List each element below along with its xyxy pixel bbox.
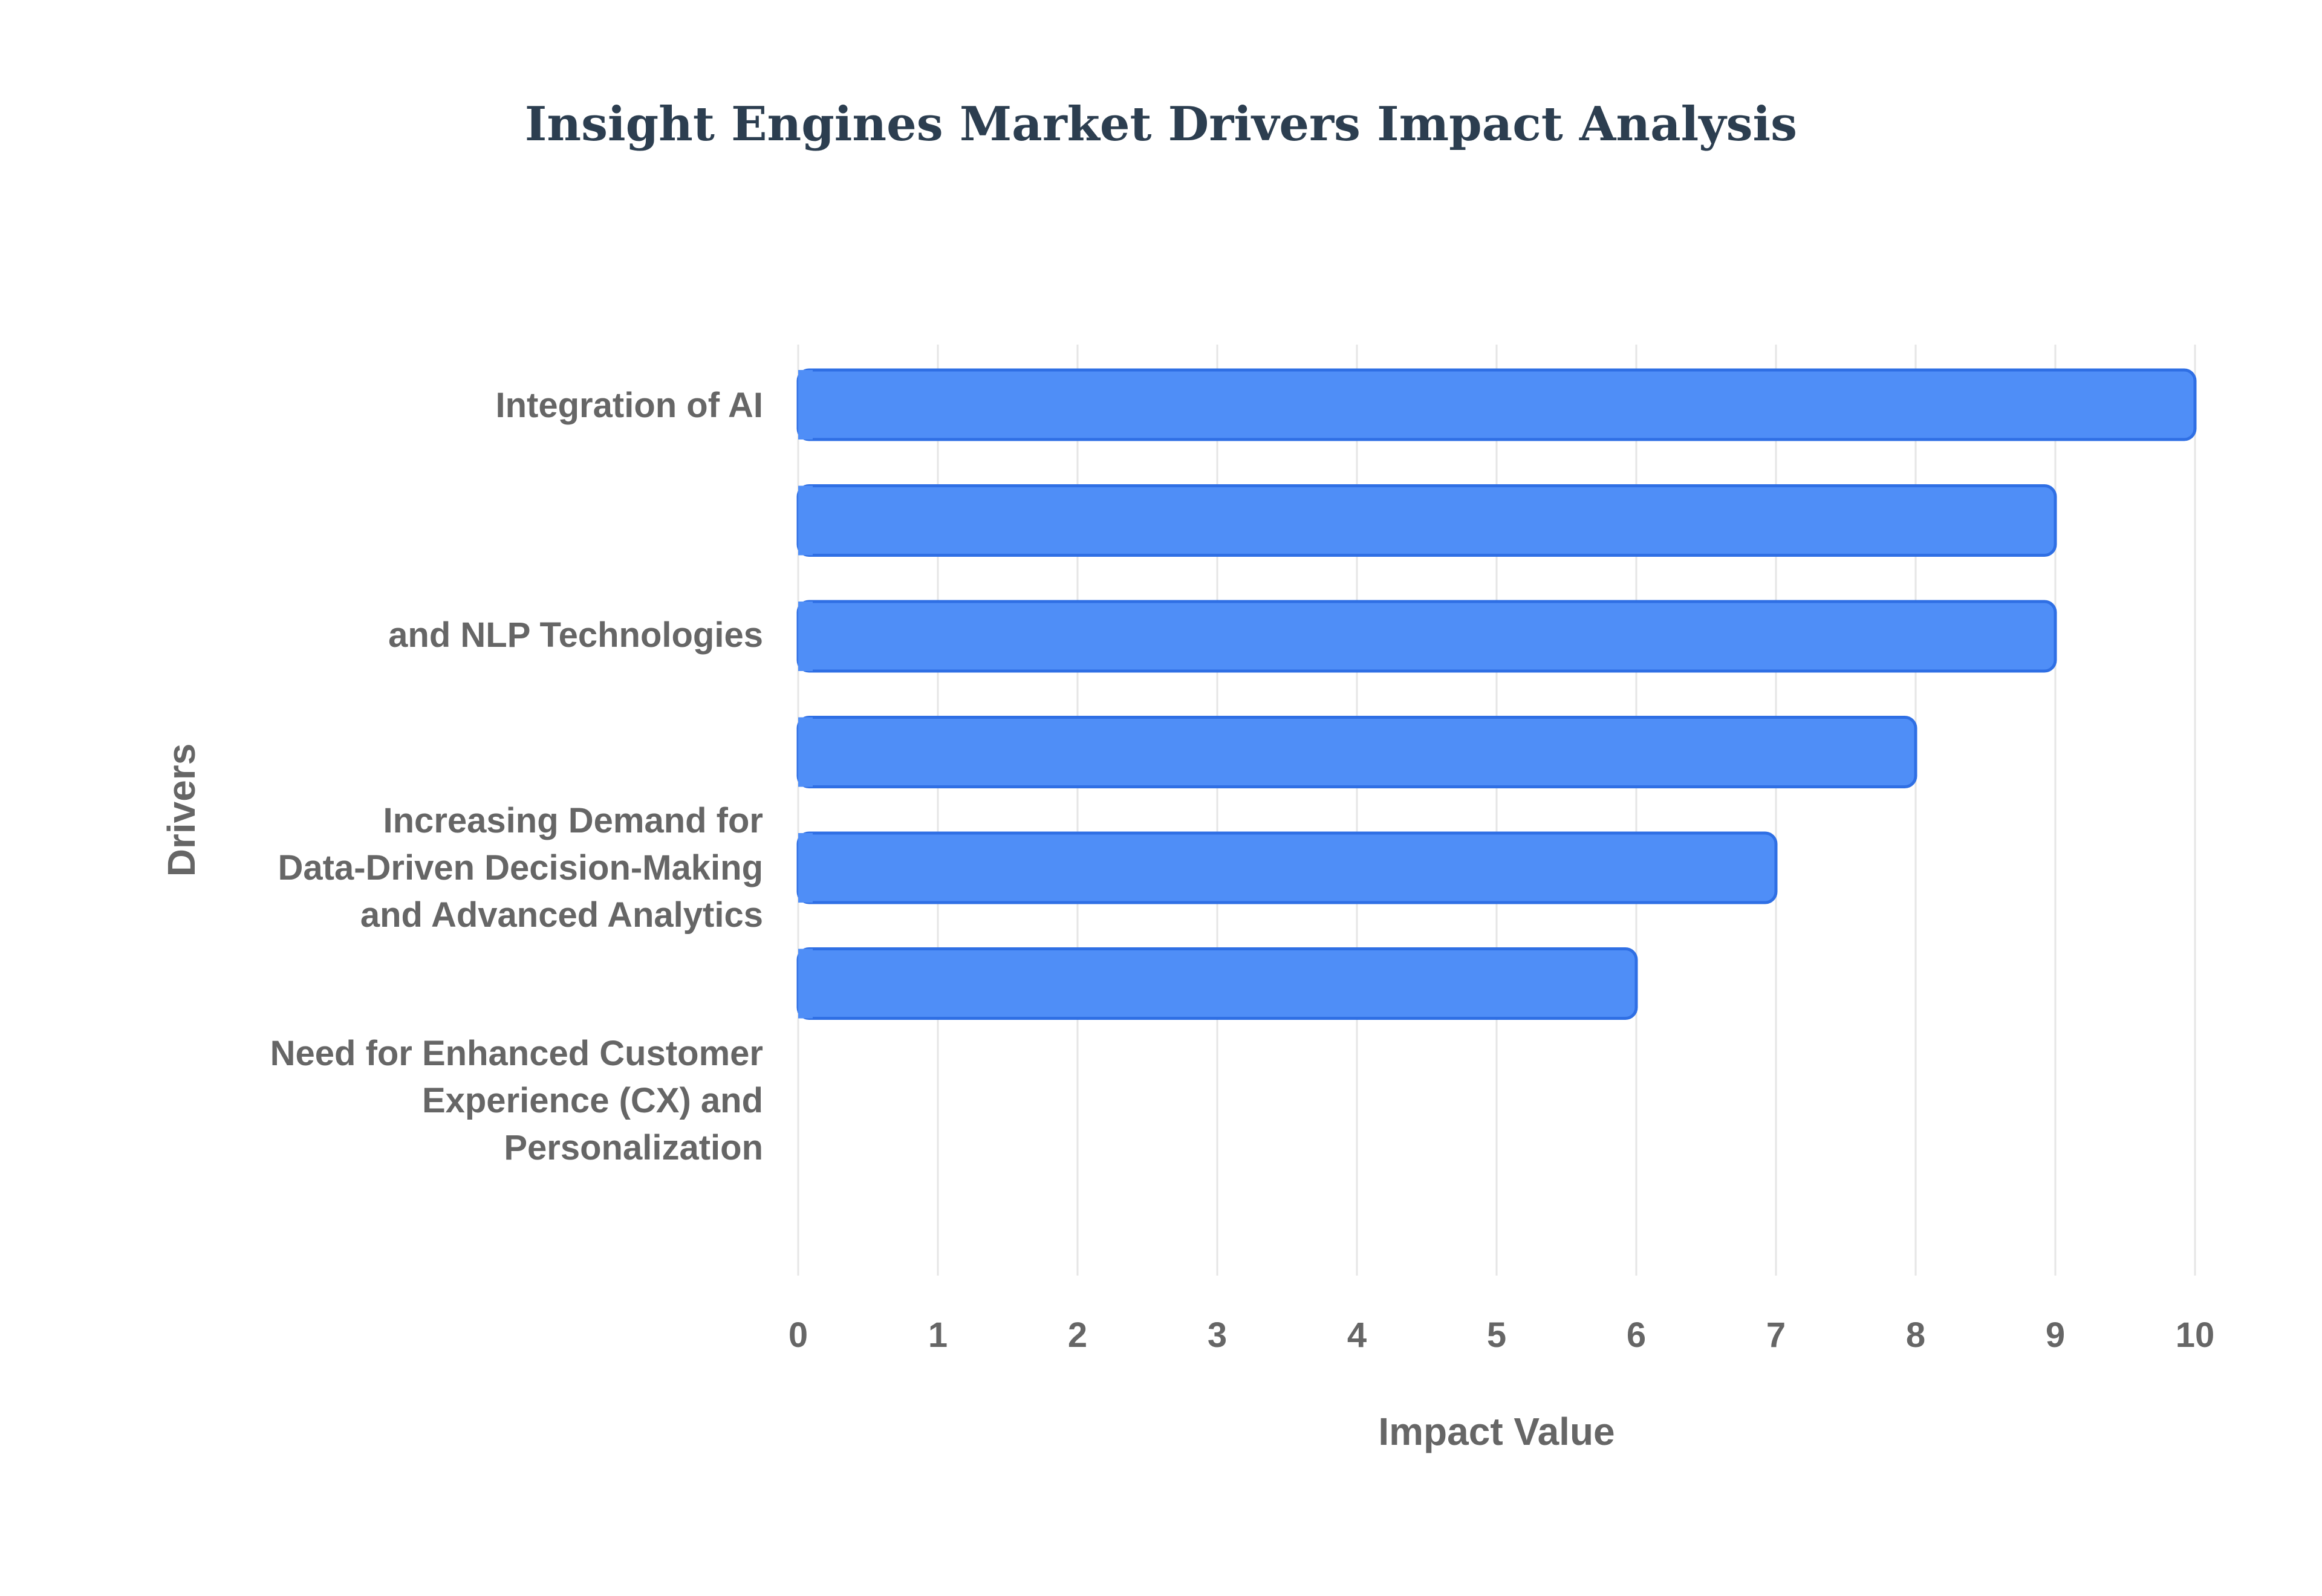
- chart-title: Insight Engines Market Drivers Impact An…: [525, 97, 1797, 152]
- bar-base-4: [798, 833, 813, 903]
- bar-base-5: [798, 949, 813, 1019]
- x-tick-label-7: 7: [1766, 1315, 1786, 1355]
- x-tick-label-9: 9: [2046, 1315, 2065, 1355]
- y-tick-label-2-0: Increasing Demand for: [383, 801, 763, 840]
- y-tick-labels: Integration of AI and NLP Technologies Inc…: [270, 386, 763, 1167]
- x-tick-label-0: 0: [789, 1315, 808, 1355]
- y-tick-label-2-2: and Advanced Analytics: [360, 895, 763, 935]
- bar-4: [796, 831, 1778, 904]
- bar-base-1: [798, 485, 813, 556]
- x-axis-title: Impact Value: [1378, 1410, 1615, 1453]
- x-tick-label-8: 8: [1906, 1315, 1925, 1355]
- x-tick-labels: 0 1 2 3 4 5 6 7 8 9 10: [789, 1315, 2214, 1355]
- bar-base-0: [798, 370, 813, 440]
- y-axis-title: Drivers: [160, 744, 203, 877]
- bar-2: [796, 600, 2057, 673]
- bar-1: [796, 484, 2057, 557]
- bar-base-3: [798, 717, 813, 787]
- x-tick-label-10: 10: [2176, 1315, 2215, 1355]
- x-tick-label-3: 3: [1208, 1315, 1227, 1355]
- y-tick-label-3-2: Personalization: [504, 1128, 763, 1167]
- y-tick-label-2-1: Data-Driven Decision-Making: [278, 848, 763, 887]
- x-tick-label-6: 6: [1627, 1315, 1646, 1355]
- y-tick-label-3-0: Need for Enhanced Customer: [270, 1034, 763, 1073]
- bars: [796, 368, 2197, 1020]
- x-tick-label-1: 1: [928, 1315, 948, 1355]
- x-tick-label-5: 5: [1487, 1315, 1506, 1355]
- y-tick-label-3-1: Experience (CX) and: [422, 1081, 763, 1120]
- y-tick-label-0-0: Integration of AI: [496, 386, 763, 425]
- y-tick-label-1-0: and NLP Technologies: [388, 615, 763, 655]
- bar-0: [796, 368, 2197, 441]
- bar-base-2: [798, 602, 813, 671]
- bar-3: [796, 716, 1917, 788]
- bar-5: [796, 947, 1638, 1020]
- x-tick-label-4: 4: [1347, 1315, 1367, 1355]
- x-tick-label-2: 2: [1068, 1315, 1087, 1355]
